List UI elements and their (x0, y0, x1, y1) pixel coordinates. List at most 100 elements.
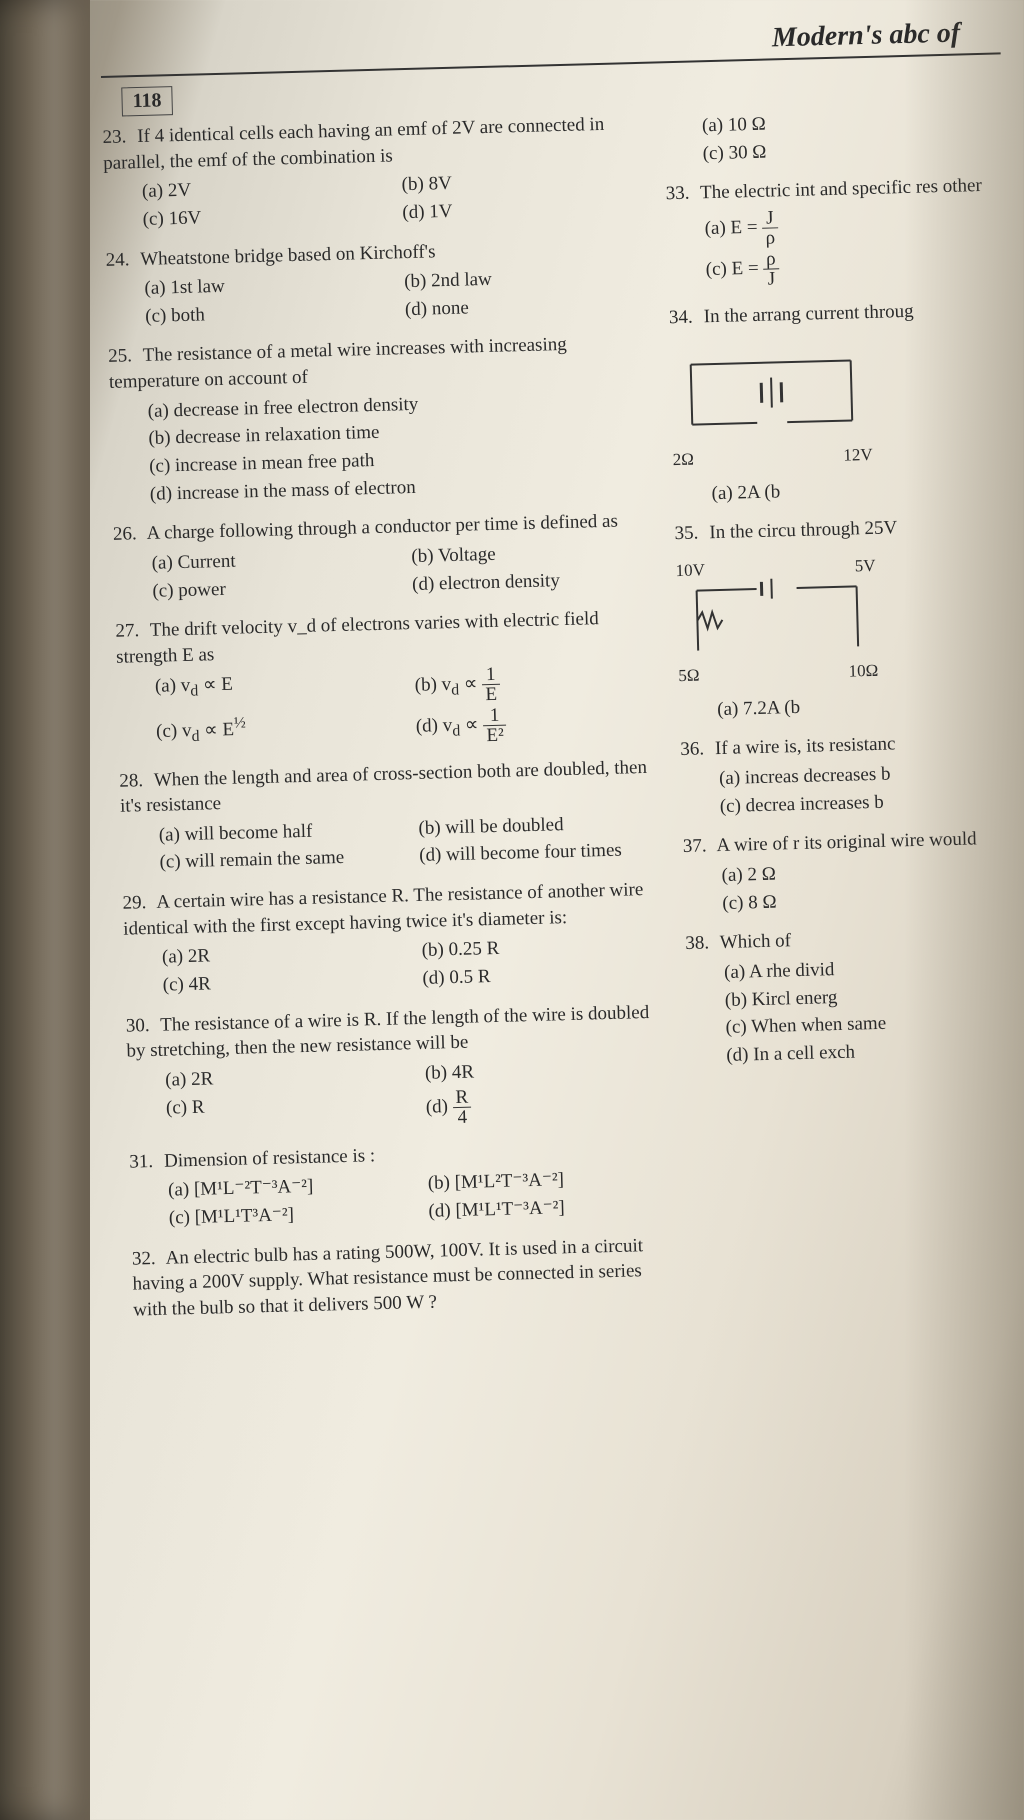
question-37: 37. A wire of r its original wire would … (683, 826, 1024, 918)
question-24: 24. Wheatstone bridge based on Kirchoff'… (105, 233, 649, 330)
opt-b: (b) 2nd law (404, 263, 648, 295)
q-num: 34. (669, 304, 700, 330)
question-38: 38. Which of (a) A rhe divid (b) Kircl e… (685, 922, 1024, 1069)
opt-a: (a) 2R (165, 1061, 409, 1093)
opt-d: (d) vd ∝ 1E² (415, 701, 660, 746)
circuit-right-label: 12V (843, 444, 873, 465)
opt-a: (a) 1st law (144, 270, 388, 302)
q34-options: (a) 2A (b (673, 473, 1012, 507)
question-25: 25. The resistance of a metal wire incre… (108, 330, 654, 508)
circuit-diagram-2: 10V 5V 5Ω 10Ω (675, 552, 1017, 686)
q-text: The electric int and specific res other (700, 175, 982, 203)
q32-options-partial: (a) 10 Ω (c) 30 Ω (664, 105, 1004, 167)
opt-d: (d) none (405, 291, 649, 323)
opt-c: (c) 30 Ω (702, 133, 1003, 166)
book-binding (0, 0, 90, 1820)
circuit-svg (670, 340, 873, 445)
question-35: 35. In the circu through 25V (674, 512, 1013, 546)
opt-d: (d) electron density (412, 565, 656, 597)
options: (a) vd ∝ E (b) vd ∝ 1E (c) vd ∝ E½ (d) v… (155, 660, 660, 753)
q-text: The drift velocity v_d of electrons vari… (116, 608, 599, 667)
q-text: A charge following through a conductor p… (146, 511, 618, 544)
q-text: If 4 identical cells each having an emf … (103, 114, 605, 174)
q-num: 24. (105, 247, 136, 273)
q-num: 27. (115, 618, 146, 644)
circuit-left-label: 2Ω (672, 449, 694, 470)
opt-c: (c) decrea increases b (719, 786, 1020, 819)
question-27: 27. The drift velocity v_d of electrons … (115, 605, 660, 754)
options: (a) 1st law (b) 2nd law (c) both (d) non… (144, 263, 649, 329)
options: (a) 7.2A (b (717, 689, 1018, 722)
question-29: 29. A certain wire has a resistance R. T… (122, 877, 666, 1000)
options: (a) will become half (b) will be doubled… (159, 809, 664, 875)
opt-d: (d) 1V (402, 194, 646, 226)
options: (a) E = Jρ (c) E = ρJ (704, 202, 1006, 290)
opt-c: (c) R (166, 1089, 411, 1134)
opt-b: (b) vd ∝ 1E (414, 660, 659, 705)
q-num: 29. (122, 890, 153, 916)
opt-c: (c) both (145, 297, 389, 329)
q-text: If a wire is, its resistanc (715, 734, 896, 760)
circuit2-tr: 5V (855, 556, 876, 577)
page-header: Modern's abc of (100, 16, 1001, 78)
q-num: 30. (125, 1013, 156, 1039)
q-text: A wire of r its original wire would (716, 829, 977, 857)
q-text: Dimension of resistance is : (164, 1145, 376, 1172)
opt-a: (a) [M¹L⁻²T⁻³A⁻²] (168, 1171, 412, 1203)
circuit2-svg (676, 576, 878, 661)
q-text: In the circu through 25V (709, 518, 897, 544)
opt-b: (b) 4R (425, 1054, 669, 1086)
opt-a: (a) 2R (162, 939, 406, 971)
q-num: 28. (119, 767, 150, 793)
question-31: 31. Dimension of resistance is : (a) [M¹… (129, 1135, 673, 1232)
q-num: 23. (102, 124, 133, 150)
q-num: 25. (108, 344, 139, 370)
opt-c: (c) E = ρJ (705, 243, 1006, 290)
circuit2-bl: 5Ω (678, 665, 700, 686)
opt-d: (d) will become four times (419, 837, 663, 869)
question-23: 23. If 4 identical cells each having an … (102, 111, 646, 234)
q-text: When the length and area of cross-sectio… (120, 756, 647, 816)
q-text: The resistance of a wire is R. If the le… (126, 1002, 649, 1062)
opt-b: (b) will be doubled (418, 809, 662, 841)
question-33: 33. The electric int and specific res ot… (665, 173, 1006, 291)
options: (a) 2V (b) 8V (c) 16V (d) 1V (142, 166, 647, 232)
opt-a: (a) Current (151, 544, 395, 576)
q-text: The resistance of a metal wire increases… (109, 334, 567, 393)
options: (a) decrease in free electron density (b… (147, 385, 653, 507)
circuit-diagram-1: 2Ω 12V (670, 336, 1012, 470)
opt-b: (b) 0.25 R (421, 932, 665, 964)
opt-a: (a) E = Jρ (704, 202, 1005, 249)
question-36: 36. If a wire is, its resistanc (a) incr… (680, 729, 1021, 821)
left-column: 23. If 4 identical cells each having an … (102, 111, 675, 1337)
opt-a: (a) 2A (b (711, 473, 1012, 506)
q-num: 33. (665, 181, 696, 207)
opt-c: (c) 4R (162, 966, 406, 998)
q-num: 35. (674, 521, 705, 547)
right-column: (a) 10 Ω (c) 30 Ω 33. The electric int a… (664, 101, 1024, 1322)
page-content: Modern's abc of 118 23. If 4 identical c… (100, 16, 1024, 1337)
circuit2-tl: 10V (675, 560, 705, 581)
page-number: 118 (121, 86, 173, 116)
opt-b: (b) Voltage (411, 538, 655, 570)
q35-options: (a) 7.2A (b (679, 689, 1018, 723)
question-32: 32. An electric bulb has a rating 500W, … (132, 1232, 675, 1323)
question-34: 34. In the arrang current throug (669, 296, 1008, 330)
question-26: 26. A charge following through a conduct… (113, 508, 657, 605)
q-num: 32. (132, 1245, 163, 1271)
q-num: 31. (129, 1148, 160, 1174)
opt-b: (b) 8V (401, 166, 645, 198)
q-text: Wheatstone bridge based on Kirchoff's (140, 241, 436, 270)
options: (a) 2 Ω (c) 8 Ω (721, 855, 1023, 916)
question-30: 30. The resistance of a wire is R. If th… (125, 999, 670, 1135)
opt-c: (c) 16V (142, 200, 386, 232)
opt-d: (d) R4 (425, 1082, 670, 1127)
opt-d: (d) [M¹L¹T⁻³A⁻²] (428, 1192, 672, 1224)
opt-a: (a) will become half (159, 816, 403, 848)
opt-c: (c) [M¹L¹T³A⁻²] (169, 1199, 413, 1231)
content-columns: 23. If 4 identical cells each having an … (102, 101, 1024, 1337)
q-text: A certain wire has a resistance R. The r… (123, 879, 644, 939)
q-text: In the arrang current throug (703, 301, 913, 327)
opt-a: (a) vd ∝ E (155, 667, 400, 712)
opt-c: (c) vd ∝ E½ (156, 708, 401, 753)
